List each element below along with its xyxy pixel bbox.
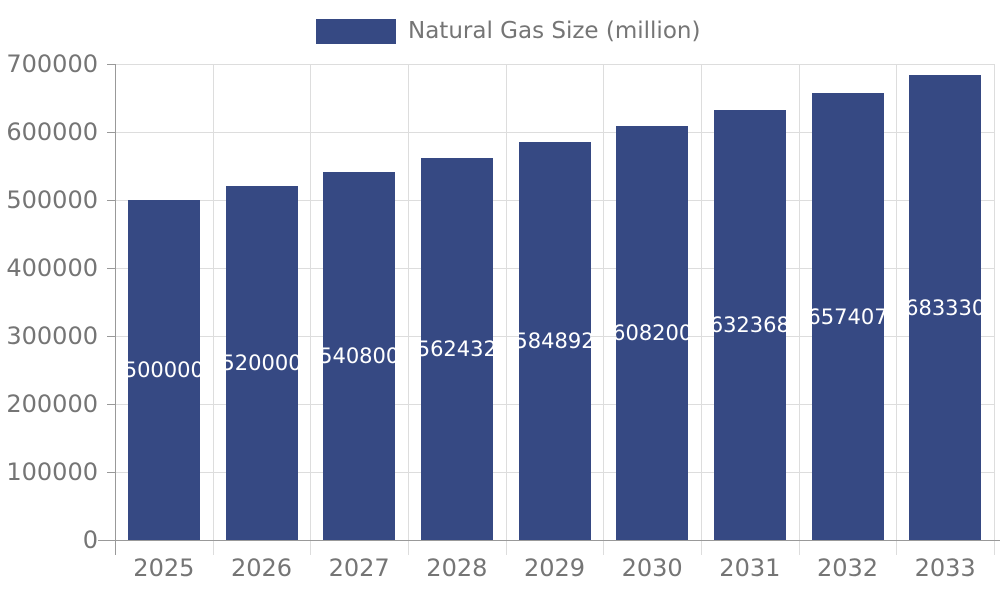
y-axis-tick	[107, 200, 115, 201]
x-axis-label: 2025	[133, 554, 195, 582]
bar-value-label: 562432	[420, 336, 493, 361]
x-axis-line	[98, 540, 1000, 541]
legend[interactable]: Natural Gas Size (million)	[316, 19, 700, 44]
y-axis-label: 200000	[6, 390, 98, 418]
bar[interactable]: 540800	[323, 172, 396, 540]
bar[interactable]: 500000	[127, 200, 200, 540]
bar-value-label: 683330	[909, 295, 982, 320]
x-axis-label: 2033	[914, 554, 976, 582]
bar[interactable]: 683330	[909, 75, 982, 540]
legend-label: Natural Gas Size (million)	[408, 18, 701, 44]
bar[interactable]: 520000	[225, 186, 298, 540]
y-gridline	[115, 132, 994, 133]
y-axis-tick	[107, 132, 115, 133]
x-gridline	[896, 64, 898, 555]
x-axis-label: 2030	[621, 554, 683, 582]
y-axis-tick	[107, 268, 115, 269]
x-gridline	[212, 64, 214, 555]
y-axis-label: 0	[82, 526, 98, 554]
bar-value-label: 584892	[518, 329, 591, 354]
bar[interactable]: 657407	[811, 93, 884, 540]
x-axis-label: 2029	[523, 554, 586, 582]
y-gridline	[115, 64, 994, 65]
x-axis-label: 2031	[719, 554, 781, 582]
x-gridline	[994, 64, 995, 555]
y-axis-label: 300000	[6, 322, 98, 350]
y-axis-tick	[107, 472, 115, 473]
y-axis-label: 100000	[6, 458, 98, 486]
bar-value-label: 540800	[323, 344, 396, 369]
y-axis-label: 700000	[6, 50, 98, 78]
bar-value-label: 500000	[127, 358, 200, 382]
y-axis-line	[115, 64, 116, 555]
x-axis-label: 2027	[328, 554, 390, 582]
bar-value-label: 520000	[225, 351, 298, 376]
legend-swatch	[316, 19, 396, 44]
x-gridline	[603, 64, 605, 555]
x-gridline	[798, 64, 800, 555]
y-axis-tick	[107, 64, 115, 65]
bar-value-label: 608200	[616, 321, 689, 346]
y-axis-tick	[107, 404, 115, 405]
y-axis-label: 600000	[6, 118, 98, 146]
y-axis-tick	[107, 336, 115, 337]
y-axis-label: 500000	[6, 186, 98, 214]
x-gridline	[408, 64, 409, 555]
bar[interactable]: 632368	[713, 110, 786, 540]
x-gridline	[505, 64, 507, 555]
bar[interactable]: 562432	[420, 157, 493, 540]
bar-value-label: 657407	[811, 304, 884, 329]
x-axis-label: 2028	[426, 554, 488, 582]
y-axis-label: 400000	[6, 254, 98, 282]
bar-value-label: 632368	[713, 313, 786, 337]
bar[interactable]: 608200	[616, 126, 689, 540]
x-gridline	[310, 64, 312, 555]
bar[interactable]: 584892	[518, 142, 591, 540]
x-gridline	[701, 64, 702, 555]
x-axis-label: 2026	[230, 554, 293, 582]
x-axis-label: 2032	[816, 554, 879, 582]
